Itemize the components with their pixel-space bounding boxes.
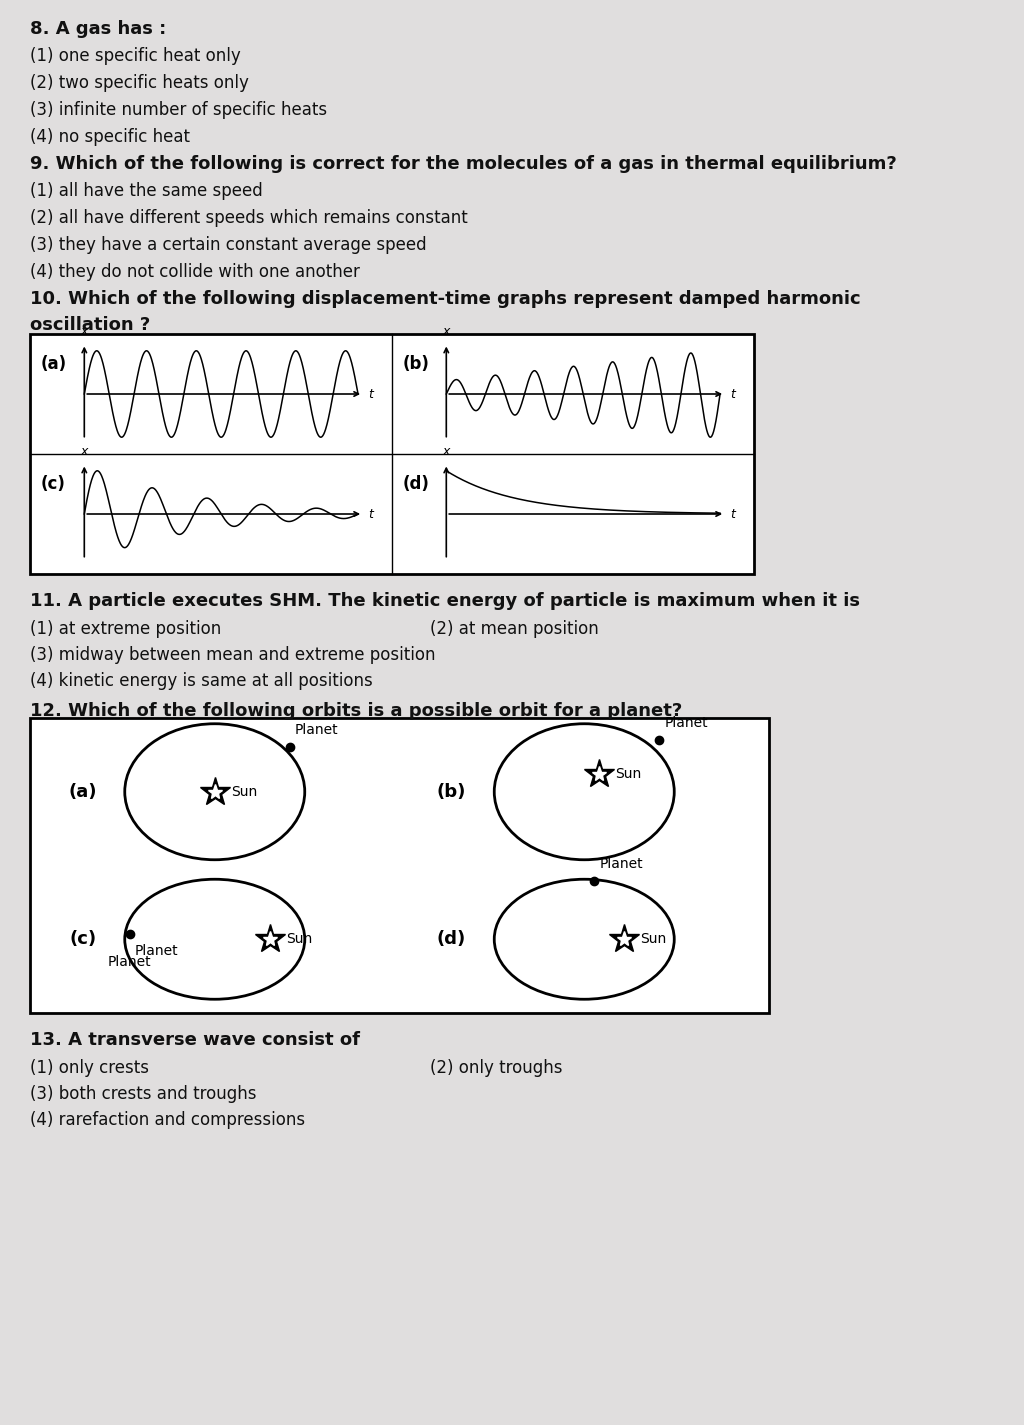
Text: (c): (c)	[41, 475, 66, 493]
Text: Sun: Sun	[615, 767, 641, 781]
Text: (3) they have a certain constant average speed: (3) they have a certain constant average…	[30, 237, 427, 254]
Text: (2) two specific heats only: (2) two specific heats only	[30, 74, 249, 93]
Text: x: x	[81, 445, 88, 457]
Text: (d): (d)	[437, 931, 466, 948]
Text: (b): (b)	[402, 355, 430, 373]
Bar	[30, 718, 769, 1013]
Text: t: t	[730, 507, 735, 520]
Text: (4) they do not collide with one another: (4) they do not collide with one another	[30, 264, 359, 281]
Text: (1) only crests: (1) only crests	[30, 1059, 150, 1077]
Text: 9. Which of the following is correct for the molecules of a gas in thermal equil: 9. Which of the following is correct for…	[30, 155, 897, 172]
Text: (2) only troughs: (2) only troughs	[430, 1059, 562, 1077]
Text: 10. Which of the following displacement-time graphs represent damped harmonic: 10. Which of the following displacement-…	[30, 291, 860, 308]
Text: (3) both crests and troughs: (3) both crests and troughs	[30, 1084, 256, 1103]
Text: 12. Which of the following orbits is a possible orbit for a planet?: 12. Which of the following orbits is a p…	[30, 703, 682, 720]
Text: 8. A gas has :: 8. A gas has :	[30, 20, 166, 38]
Text: (4) rarefaction and compressions: (4) rarefaction and compressions	[30, 1112, 305, 1129]
Text: (a): (a)	[41, 355, 67, 373]
Text: (1) all have the same speed: (1) all have the same speed	[30, 182, 263, 200]
Text: 11. A particle executes SHM. The kinetic energy of particle is maximum when it i: 11. A particle executes SHM. The kinetic…	[30, 591, 860, 610]
Text: (2) at mean position: (2) at mean position	[430, 620, 599, 638]
Text: Planet: Planet	[135, 945, 178, 958]
Text: (a): (a)	[69, 782, 96, 801]
Text: (4) kinetic energy is same at all positions: (4) kinetic energy is same at all positi…	[30, 673, 373, 690]
Text: Planet: Planet	[599, 858, 643, 871]
Text: (1) at extreme position: (1) at extreme position	[30, 620, 221, 638]
Text: Sun: Sun	[230, 785, 257, 799]
Text: x: x	[81, 325, 88, 338]
Text: oscillation ?: oscillation ?	[30, 316, 151, 333]
Text: t: t	[730, 388, 735, 400]
Text: (1) one specific heat only: (1) one specific heat only	[30, 47, 241, 66]
Text: (3) midway between mean and extreme position: (3) midway between mean and extreme posi…	[30, 646, 435, 664]
Text: Sun: Sun	[286, 932, 312, 946]
Text: t: t	[368, 507, 373, 520]
Text: Planet: Planet	[108, 955, 152, 969]
Text: 13. A transverse wave consist of: 13. A transverse wave consist of	[30, 1032, 360, 1049]
Text: (3) infinite number of specific heats: (3) infinite number of specific heats	[30, 101, 327, 120]
Text: t: t	[368, 388, 373, 400]
Text: Planet: Planet	[295, 722, 338, 737]
Bar	[30, 333, 754, 574]
Text: (4) no specific heat: (4) no specific heat	[30, 128, 190, 145]
Text: Planet: Planet	[665, 715, 708, 730]
Text: x: x	[442, 325, 450, 338]
Text: (b): (b)	[437, 782, 466, 801]
Text: (2) all have different speeds which remains constant: (2) all have different speeds which rema…	[30, 209, 468, 227]
Text: (d): (d)	[402, 475, 430, 493]
Text: (c): (c)	[70, 931, 96, 948]
Text: Sun: Sun	[640, 932, 667, 946]
Text: x: x	[442, 445, 450, 457]
